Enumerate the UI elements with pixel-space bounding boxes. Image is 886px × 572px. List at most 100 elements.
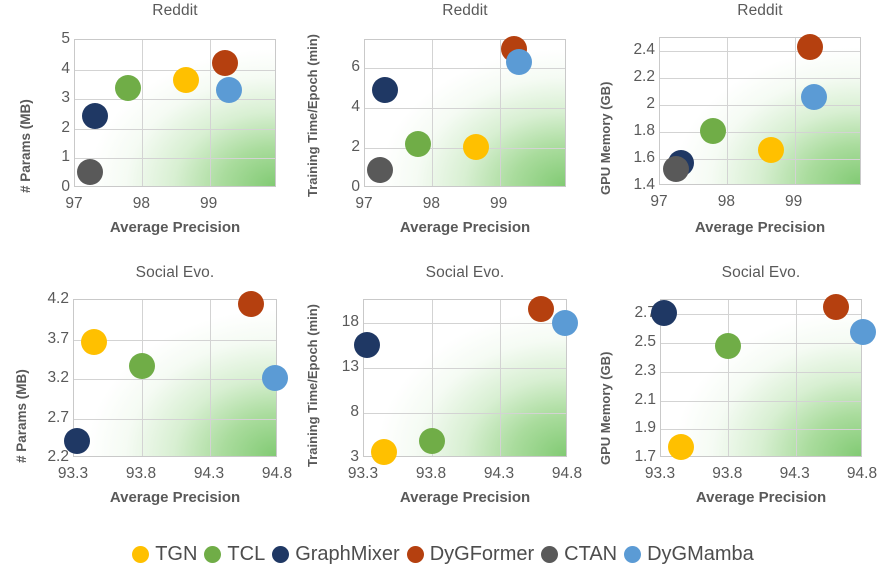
y-tick-label: 1.8 — [633, 122, 655, 140]
x-axis-label: Average Precision — [694, 219, 826, 236]
data-point-dygmamba — [801, 84, 828, 111]
gridline-vertical — [499, 40, 501, 186]
x-tick-label: 99 — [785, 193, 803, 210]
legend-label: TGN — [155, 543, 198, 565]
y-tick-label: 2.4 — [633, 41, 655, 59]
legend-item-ctan: CTAN — [541, 543, 617, 566]
gridline-horizontal — [75, 99, 275, 101]
legend-marker-icon — [406, 546, 424, 563]
y-tick-label: 1.9 — [634, 419, 656, 437]
legend-item-tcl: TCL — [204, 543, 265, 566]
y-tick-label: 2.1 — [634, 390, 656, 408]
y-tick-label: 0 — [351, 178, 360, 195]
x-tick-label: 94.8 — [846, 465, 878, 482]
x-tick-label: 98 — [422, 195, 440, 212]
legend-label: DyGFormer — [429, 543, 535, 565]
y-tick-label: 13 — [341, 357, 359, 375]
chart-title: Reddit — [152, 2, 198, 19]
y-axis-label: GPU Memory (GB) — [598, 351, 613, 465]
gridline-horizontal — [661, 371, 861, 373]
x-tick-label: 93.3 — [347, 465, 379, 482]
gridline-horizontal — [364, 367, 566, 369]
gridline-vertical — [210, 300, 211, 456]
x-tick-label: 99 — [490, 195, 508, 212]
x-tick-label: 93.8 — [125, 465, 157, 482]
data-point-tgn — [758, 136, 785, 163]
gridline-horizontal — [660, 159, 860, 161]
x-tick-label: 93.3 — [644, 465, 676, 482]
data-point-dygmamba — [216, 76, 243, 103]
y-tick-label: 2.2 — [47, 448, 69, 465]
gridline-horizontal — [365, 68, 565, 69]
data-point-tcl — [114, 74, 141, 101]
data-point-tgn — [371, 438, 398, 465]
gridline-horizontal — [661, 429, 861, 431]
gridline-horizontal — [661, 400, 861, 402]
x-axis-label: Average Precision — [695, 489, 827, 506]
gridline-horizontal — [660, 132, 860, 134]
legend-marker-icon — [204, 546, 222, 563]
gridline-horizontal — [661, 343, 861, 345]
legend-marker-icon — [132, 546, 150, 563]
data-point-ctan — [76, 158, 103, 185]
x-tick-label: 93.8 — [415, 465, 447, 482]
chart-title: Reddit — [737, 2, 783, 19]
legend-item-graphmixer: GraphMixer — [272, 543, 400, 566]
x-axis-label: Average Precision — [109, 219, 241, 236]
y-tick-label: 2.7 — [634, 304, 656, 322]
y-tick-label: 3.7 — [47, 329, 69, 347]
gridline-horizontal — [364, 322, 566, 324]
gridline-horizontal — [660, 51, 860, 53]
y-tick-label: 1.4 — [633, 176, 655, 193]
data-point-tcl — [129, 353, 155, 380]
gridline-horizontal — [660, 78, 860, 80]
data-point-dygmamba — [262, 365, 289, 392]
legend-label: GraphMixer — [295, 543, 400, 565]
gridline-vertical — [728, 300, 730, 456]
y-tick-label: 1.7 — [634, 448, 656, 465]
legend-item-dygmamba: DyGMamba — [624, 543, 754, 566]
chart-title: Social Evo. — [135, 264, 215, 281]
gridline-horizontal — [74, 418, 276, 420]
y-tick-label: 2 — [646, 95, 655, 113]
data-point-dygformer — [237, 290, 264, 317]
x-tick-label: 97 — [65, 195, 83, 212]
legend-label: CTAN — [564, 543, 618, 565]
x-tick-label: 93.8 — [712, 465, 743, 482]
y-tick-label: 3 — [61, 89, 70, 107]
y-tick-label: 4 — [351, 98, 360, 115]
data-point-tcl — [699, 117, 726, 144]
data-point-tgn — [463, 134, 490, 160]
legend: TGN TCL GraphMixer DyGFormer CTAN DyGMamba — [0, 543, 886, 566]
x-axis-label: Average Precision — [109, 489, 241, 506]
gridline-horizontal — [75, 158, 275, 160]
x-tick-label: 98 — [132, 195, 150, 212]
data-point-graphmixer — [353, 332, 380, 359]
x-tick-label: 94.3 — [779, 465, 810, 482]
y-tick-label: 2.2 — [633, 68, 655, 86]
legend-marker-icon — [272, 546, 290, 563]
chart-title: Social Evo. — [721, 264, 801, 281]
data-point-ctan — [663, 155, 690, 182]
data-point-graphmixer — [81, 103, 108, 130]
y-tick-label: 2.3 — [634, 361, 656, 379]
background-gradient — [661, 300, 861, 456]
y-tick-label: 2 — [61, 118, 70, 136]
y-tick-label: 1 — [61, 148, 70, 166]
gridline-horizontal — [364, 412, 566, 414]
y-tick-label: 2.5 — [634, 333, 656, 351]
data-point-tgn — [173, 66, 200, 93]
y-tick-label: 8 — [350, 402, 359, 420]
gridline-horizontal — [660, 105, 860, 107]
y-tick-label: 2.7 — [47, 408, 69, 426]
data-point-tgn — [668, 433, 695, 460]
data-point-dygformer — [527, 296, 554, 323]
legend-marker-icon — [541, 546, 559, 563]
gridline-horizontal — [661, 314, 861, 316]
gridline-vertical — [209, 40, 211, 186]
y-tick-label: 2 — [351, 138, 360, 155]
data-point-graphmixer — [63, 427, 90, 454]
legend-item-tgn: TGN — [132, 543, 197, 566]
x-tick-label: 94.3 — [483, 465, 515, 482]
